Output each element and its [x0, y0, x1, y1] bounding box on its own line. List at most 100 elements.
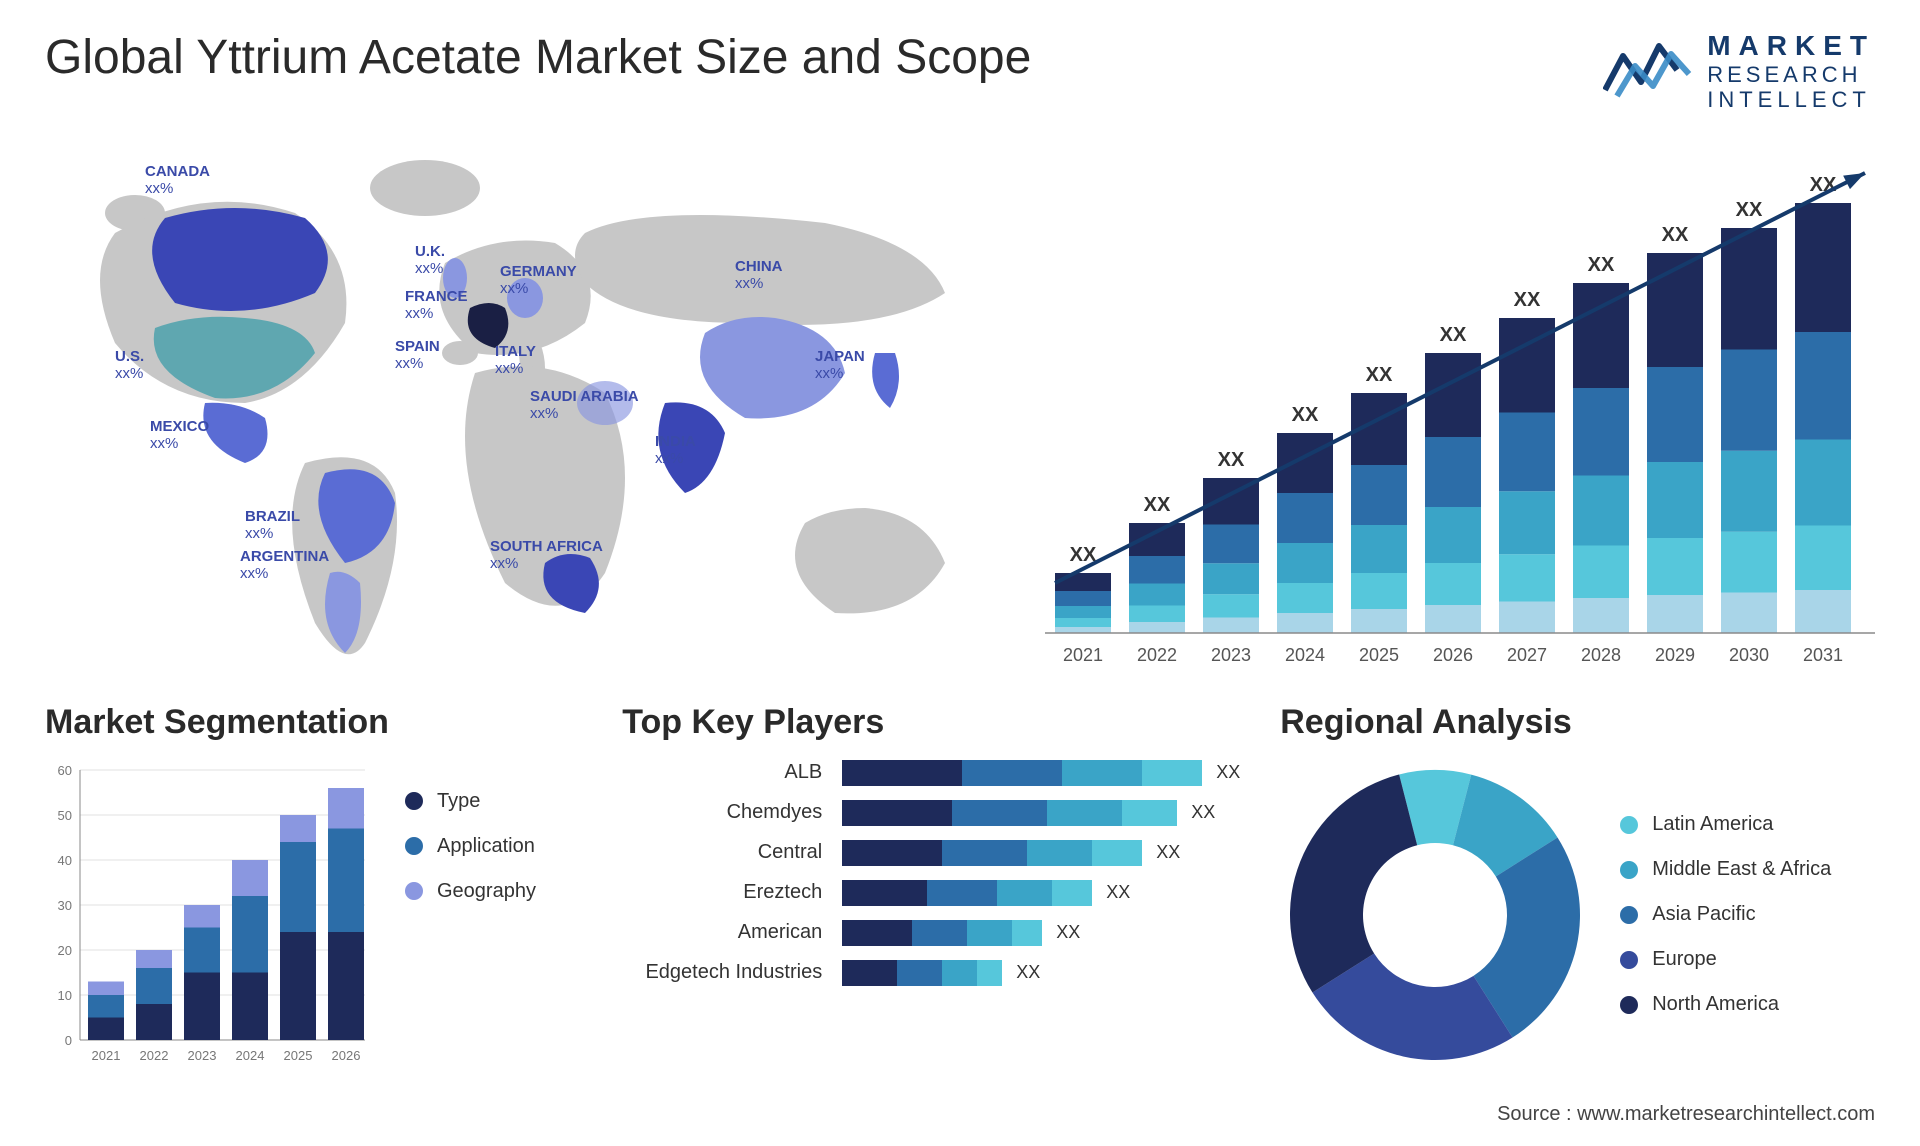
region-legend-item: Latin America [1620, 813, 1831, 836]
player-row: Chemdyes XX [622, 800, 1240, 826]
seg-year-label: 2021 [92, 1048, 121, 1063]
map-label: ARGENTINAxx% [240, 548, 329, 583]
trend-bar-value: XX [1736, 199, 1763, 221]
legend-label: Geography [437, 880, 536, 903]
map-label-name: BRAZIL [245, 508, 300, 525]
legend-dot-icon [1620, 816, 1638, 834]
players-panel: Top Key Players ALBXXChemdyesXXCentralXX… [622, 703, 1240, 1070]
seg-y-tick: 30 [58, 898, 72, 913]
trend-year-label: 2023 [1211, 645, 1251, 665]
region-legend-item: North America [1620, 993, 1831, 1016]
player-bar-segment [897, 960, 942, 986]
player-bar-segment [842, 880, 927, 906]
trend-bar-value: XX [1144, 494, 1171, 516]
map-label: U.S.xx% [115, 348, 144, 383]
trend-year-label: 2030 [1729, 645, 1769, 665]
trend-year-label: 2024 [1285, 645, 1325, 665]
map-label-pct: xx% [500, 280, 577, 297]
region-legend: Latin AmericaMiddle East & AfricaAsia Pa… [1620, 813, 1831, 1016]
player-bar-segment [942, 840, 1027, 866]
map-label: MEXICOxx% [150, 418, 209, 453]
source-line: Source : www.marketresearchintellect.com [1497, 1103, 1875, 1126]
trend-chart-svg: XX2021XX2022XX2023XX2024XX2025XX2026XX20… [1045, 143, 1875, 683]
seg-year-label: 2024 [236, 1048, 265, 1063]
segmentation-legend-item: Geography [405, 880, 536, 903]
player-name: Chemdyes [622, 801, 822, 824]
region-legend-item: Europe [1620, 948, 1831, 971]
player-name: Central [622, 841, 822, 864]
player-name: ALB [622, 761, 822, 784]
player-bar-segment [1062, 760, 1142, 786]
player-bar-segment [1052, 880, 1092, 906]
region-legend-item: Asia Pacific [1620, 903, 1831, 926]
player-row: ALB XX [622, 760, 1240, 786]
map-label-name: INDIA [655, 433, 696, 450]
player-row: EreztechXX [622, 880, 1240, 906]
player-row: American XX [622, 920, 1240, 946]
map-label-pct: xx% [490, 555, 603, 572]
player-bar-wrap: XX [842, 800, 1215, 826]
seg-year-label: 2026 [332, 1048, 361, 1063]
player-bar-wrap: XX [842, 760, 1240, 786]
segmentation-legend-item: Type [405, 790, 536, 813]
player-bar [842, 880, 1092, 906]
player-bar-segment [967, 920, 1012, 946]
trend-year-label: 2028 [1581, 645, 1621, 665]
map-label-name: CHINA [735, 258, 783, 275]
map-label-pct: xx% [240, 565, 329, 582]
player-bar-segment [842, 920, 912, 946]
seg-y-tick: 60 [58, 763, 72, 778]
map-label: BRAZILxx% [245, 508, 300, 543]
map-label-pct: xx% [245, 525, 300, 542]
logo-line-3: INTELLECT [1707, 87, 1875, 112]
trend-year-label: 2026 [1433, 645, 1473, 665]
player-row: CentralXX [622, 840, 1240, 866]
player-value: XX [1106, 882, 1130, 903]
donut-slice [1290, 774, 1417, 992]
legend-label: Application [437, 835, 535, 858]
logo-icon [1603, 36, 1693, 106]
player-bar-segment [912, 920, 967, 946]
map-label-name: SAUDI ARABIA [530, 388, 639, 405]
legend-label: Europe [1652, 948, 1717, 971]
seg-y-tick: 0 [65, 1033, 72, 1048]
player-bar-segment [952, 800, 1047, 826]
player-bar-segment [962, 760, 1062, 786]
seg-year-label: 2023 [188, 1048, 217, 1063]
player-bar-segment [997, 880, 1052, 906]
map-label: INDIAxx% [655, 433, 696, 468]
map-label-name: FRANCE [405, 288, 468, 305]
region-panel: Regional Analysis Latin AmericaMiddle Ea… [1280, 703, 1875, 1070]
player-bar [842, 840, 1142, 866]
trend-bar-value: XX [1588, 254, 1615, 276]
player-row: Edgetech IndustriesXX [622, 960, 1240, 986]
map-label: SPAINxx% [395, 338, 440, 373]
player-value: XX [1056, 922, 1080, 943]
player-bar-wrap: XX [842, 920, 1080, 946]
players-title: Top Key Players [622, 703, 1240, 742]
map-label-name: ARGENTINA [240, 548, 329, 565]
legend-label: Type [437, 790, 480, 813]
segmentation-legend-item: Application [405, 835, 536, 858]
map-label: SAUDI ARABIAxx% [530, 388, 639, 423]
player-bar-segment [942, 960, 977, 986]
player-name: American [622, 921, 822, 944]
player-bar-segment [1092, 840, 1142, 866]
segmentation-legend: Type Application Geography [405, 760, 536, 1070]
map-label-name: SPAIN [395, 338, 440, 355]
player-bar-segment [1122, 800, 1177, 826]
map-label-pct: xx% [115, 365, 144, 382]
legend-dot-icon [1620, 951, 1638, 969]
player-bar [842, 920, 1042, 946]
player-bar [842, 960, 1002, 986]
legend-dot-icon [405, 792, 423, 810]
segmentation-chart-svg: 0102030405060202120222023202420252026 [45, 760, 375, 1070]
seg-y-tick: 40 [58, 853, 72, 868]
player-bar-segment [842, 800, 952, 826]
players-list: ALBXXChemdyesXXCentralXXEreztechXXAmeric… [622, 760, 1240, 986]
region-donut-svg [1280, 760, 1590, 1070]
logo-line-2: RESEARCH [1707, 62, 1875, 87]
player-bar [842, 760, 1202, 786]
player-bar-segment [1047, 800, 1122, 826]
trend-year-label: 2027 [1507, 645, 1547, 665]
